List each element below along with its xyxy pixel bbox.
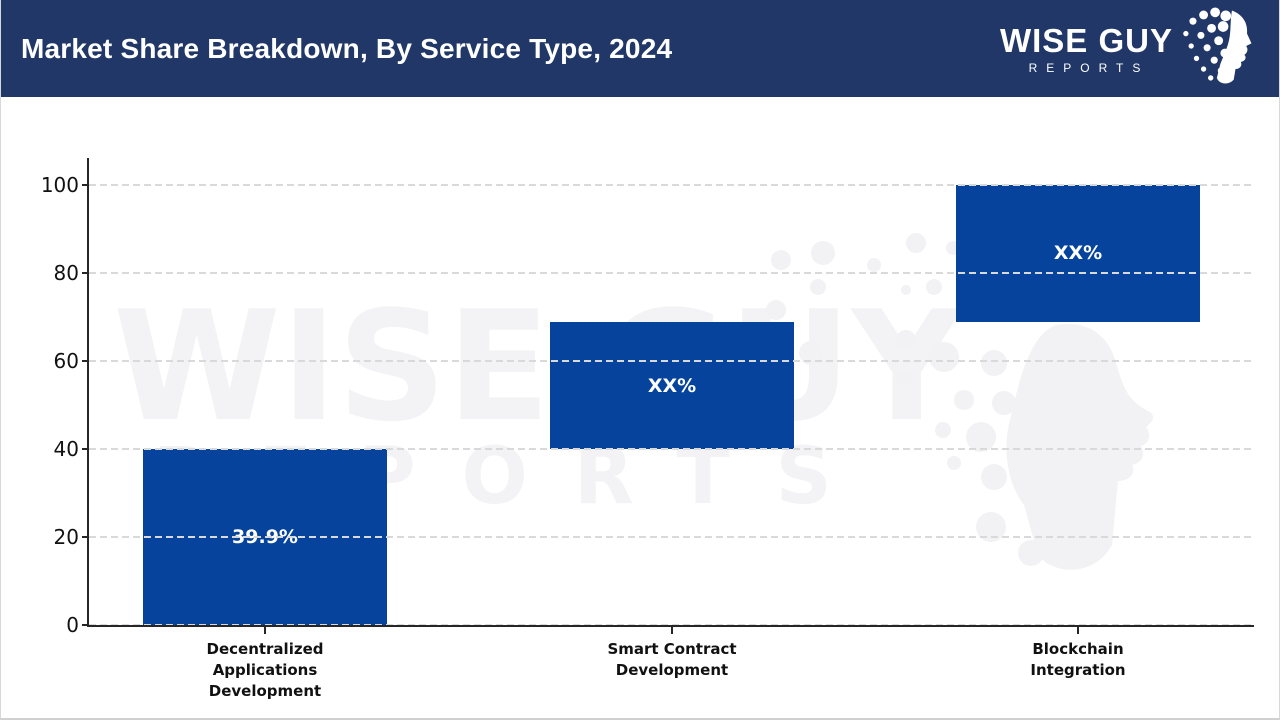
x-axis-tick (671, 627, 673, 634)
x-axis-category-label: Blockchain Integration (1030, 640, 1126, 679)
y-gridline (89, 536, 1254, 538)
chart-title: Market Share Breakdown, By Service Type,… (21, 32, 673, 64)
y-gridline (89, 448, 1254, 450)
y-axis-tick (82, 360, 89, 362)
bar-value-label: XX% (647, 374, 697, 397)
y-axis-tick-label: 20 (53, 525, 79, 549)
watermark-wordmark: WISE GUY (113, 278, 962, 455)
y-axis-tick (82, 272, 89, 274)
brand-name: WISE GUY (999, 21, 1173, 59)
y-axis-tick-label: 100 (40, 173, 79, 197)
x-axis-category-label: Decentralized Applications Development (206, 640, 324, 700)
y-gridline (89, 272, 1254, 274)
x-axis-line (87, 625, 1254, 627)
y-axis-tick-label: 40 (53, 437, 79, 461)
y-axis-tick (82, 448, 89, 450)
logo-face-icon (1177, 3, 1255, 94)
bar-value-label: XX% (1053, 242, 1103, 265)
brand-logo-text: WISE GUY REPORTS (1000, 24, 1173, 74)
y-gridline (89, 184, 1254, 186)
x-axis-tick (1077, 627, 1079, 634)
brand-logo: WISE GUY REPORTS (1000, 3, 1255, 94)
y-axis-line (87, 158, 89, 627)
bar-segment: XX% (550, 321, 794, 450)
y-axis-tick-label: 60 (53, 349, 79, 373)
x-axis-category-label: Smart Contract Development (607, 640, 737, 679)
bar-segment: XX% (956, 185, 1200, 322)
y-axis-tick (82, 624, 89, 626)
watermark-face-icon (756, 215, 1176, 620)
x-axis-tick (264, 627, 266, 634)
y-axis-tick (82, 184, 89, 186)
y-axis-tick (82, 536, 89, 538)
y-gridline (89, 360, 1254, 362)
brand-subname: REPORTS (1028, 60, 1150, 75)
y-axis-tick-label: 80 (53, 261, 79, 285)
y-axis-tick-label: 0 (66, 613, 79, 637)
header-bar: Market Share Breakdown, By Service Type,… (1, 0, 1279, 97)
